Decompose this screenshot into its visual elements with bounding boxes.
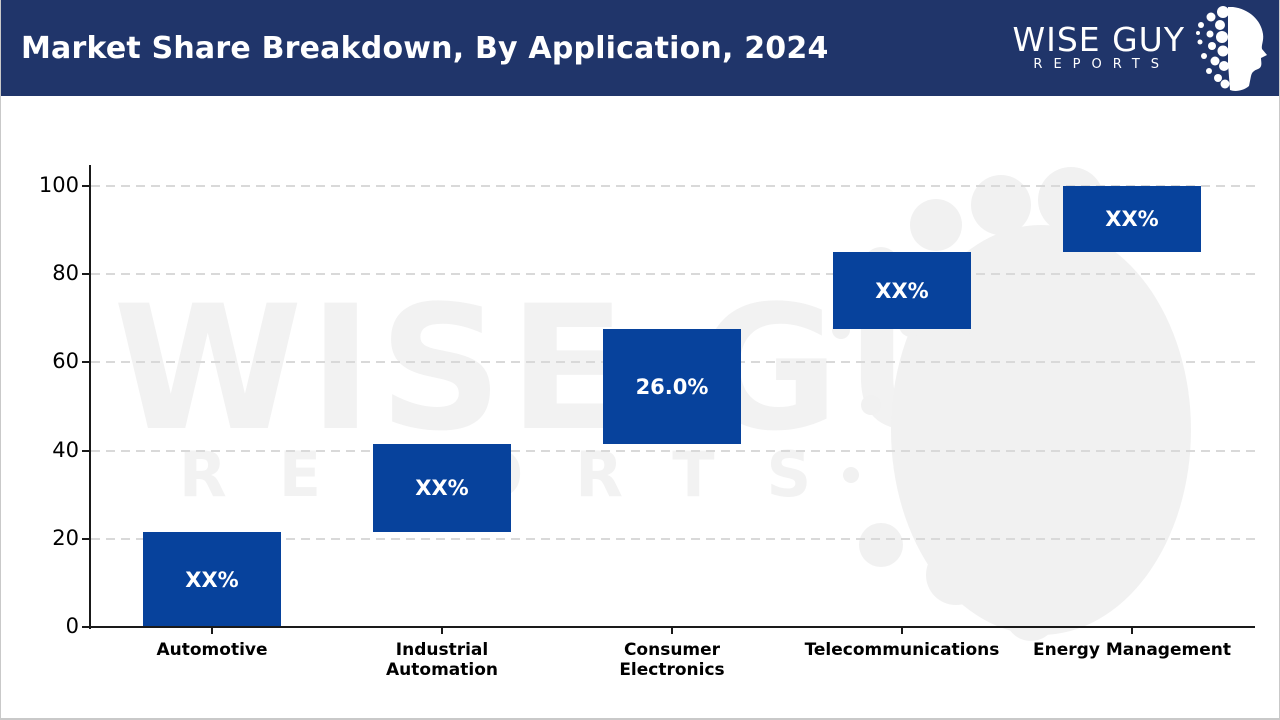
x-category-label: Energy Management (1033, 640, 1231, 660)
x-tick-mark (671, 628, 673, 634)
y-tick-label: 40 (52, 437, 79, 462)
wise-guy-reports-logo: WISE GUY REPORTS (1012, 4, 1271, 92)
bar: XX% (373, 443, 511, 533)
x-tick-mark (211, 628, 213, 634)
grid-line (91, 449, 1259, 452)
y-tick-label: 0 (65, 614, 79, 638)
y-tick-mark (82, 361, 89, 364)
x-tick-mark (901, 628, 903, 634)
bar-value-label: XX% (415, 476, 469, 501)
bar-value-label: XX% (875, 278, 929, 303)
wise-guy-logo-head-icon (1196, 6, 1267, 91)
bar: XX% (1063, 186, 1201, 253)
x-tick-mark (441, 628, 443, 634)
grid-line (91, 273, 1259, 276)
x-axis-line (89, 626, 1255, 628)
x-category-label: Industrial Automation (386, 640, 498, 680)
header-bar: Market Share Breakdown, By Application, … (1, 0, 1279, 96)
y-tick-label: 100 (38, 173, 79, 197)
y-tick-mark (82, 537, 89, 540)
y-axis-line (89, 165, 91, 629)
bar-value-label: 26.0% (635, 374, 709, 399)
y-tick-mark (82, 273, 89, 276)
x-tick-mark (1131, 628, 1133, 634)
logo-text: WISE GUY REPORTS (1012, 23, 1185, 73)
bar-value-label: XX% (185, 567, 239, 592)
grid-line (91, 185, 1259, 187)
x-category-label: Telecommunications (804, 640, 1000, 660)
bar: 26.0% (603, 329, 741, 444)
y-tick-mark (82, 449, 89, 452)
x-category-label: Automotive (156, 640, 268, 660)
grid-line (91, 537, 1259, 540)
chart-title: Market Share Breakdown, By Application, … (21, 30, 829, 66)
logo-reports-label: REPORTS (1033, 57, 1171, 72)
bar-value-label: XX% (1105, 207, 1159, 232)
y-tick-mark (82, 626, 89, 628)
y-tick-label: 60 (52, 349, 79, 374)
bar: XX% (833, 252, 971, 330)
x-category-label: Consumer Electronics (619, 640, 725, 680)
bar: XX% (143, 532, 281, 627)
y-tick-label: 20 (52, 525, 79, 550)
logo-wise-guy-label: WISE GUY (1012, 20, 1185, 59)
y-tick-mark (82, 185, 89, 187)
y-tick-label: 80 (52, 261, 79, 286)
